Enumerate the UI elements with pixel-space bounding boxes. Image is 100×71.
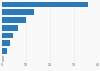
Bar: [2, 25, 18, 31]
Bar: [2, 56, 4, 61]
Bar: [2, 2, 88, 7]
Bar: [2, 40, 10, 46]
Bar: [2, 48, 7, 54]
Bar: [2, 17, 26, 23]
Bar: [2, 9, 34, 15]
Bar: [2, 33, 13, 38]
